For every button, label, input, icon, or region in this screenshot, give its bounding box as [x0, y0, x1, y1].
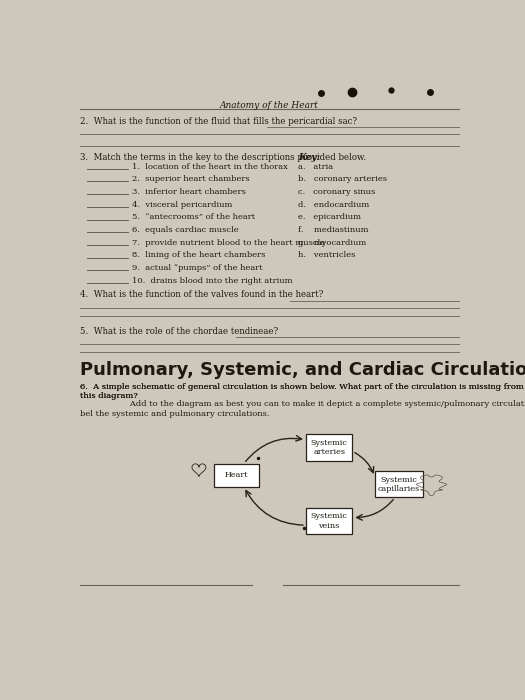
Text: 3.  inferior heart chambers: 3. inferior heart chambers — [131, 188, 245, 196]
Text: bel the systemic and pulmonary circulations.: bel the systemic and pulmonary circulati… — [80, 410, 269, 419]
Text: 5.  “antecrooms” of the heart: 5. “antecrooms” of the heart — [131, 214, 255, 221]
Text: Systemic
veins: Systemic veins — [311, 512, 348, 531]
Text: a.   atria: a. atria — [298, 162, 333, 171]
Text: g.   myocardium: g. myocardium — [298, 239, 366, 247]
Text: 3.  Match the terms in the key to the descriptions provided below.: 3. Match the terms in the key to the des… — [80, 153, 366, 162]
Text: Add to the diagram as best you can to make it depict a complete systemic/pulmona: Add to the diagram as best you can to ma… — [80, 400, 525, 409]
Text: Systemic
arteries: Systemic arteries — [311, 438, 348, 456]
Text: 2.  What is the function of the fluid that fills the pericardial sac?: 2. What is the function of the fluid tha… — [80, 117, 356, 126]
Text: 6.  A simple schematic of general circulation is shown below. What part of the c: 6. A simple schematic of general circula… — [80, 383, 523, 400]
Text: 7.  provide nutrient blood to the heart muscle: 7. provide nutrient blood to the heart m… — [131, 239, 324, 247]
Text: h.   ventricles: h. ventricles — [298, 251, 355, 260]
FancyBboxPatch shape — [306, 508, 352, 535]
Text: 6.  equals cardiac muscle: 6. equals cardiac muscle — [131, 226, 238, 234]
Text: f.    mediastinum: f. mediastinum — [298, 226, 369, 234]
Text: b.   coronary arteries: b. coronary arteries — [298, 175, 387, 183]
Text: 4.  visceral pericardium: 4. visceral pericardium — [131, 201, 232, 209]
FancyBboxPatch shape — [306, 434, 352, 461]
Text: 8.  lining of the heart chambers: 8. lining of the heart chambers — [131, 251, 265, 260]
Text: 9.  actual “pumps” of the heart: 9. actual “pumps” of the heart — [131, 264, 262, 272]
Text: 4.  What is the function of the valves found in the heart?: 4. What is the function of the valves fo… — [80, 290, 323, 300]
Text: 2.  superior heart chambers: 2. superior heart chambers — [131, 175, 249, 183]
Text: Key:: Key: — [298, 153, 320, 162]
Text: 5.  What is the role of the chordae tendineae?: 5. What is the role of the chordae tendi… — [80, 326, 278, 335]
Text: Systemic
capillaries: Systemic capillaries — [378, 475, 420, 493]
Text: d.   endocardium: d. endocardium — [298, 201, 370, 209]
Text: Pulmonary, Systemic, and Cardiac Circulations: Pulmonary, Systemic, and Cardiac Circula… — [80, 361, 525, 379]
Text: Anatomy of the Heart: Anatomy of the Heart — [220, 101, 319, 110]
Text: Heart: Heart — [224, 471, 248, 480]
FancyBboxPatch shape — [375, 471, 423, 498]
Text: 6.  A simple schematic of general circulation is shown below. What part of the c: 6. A simple schematic of general circula… — [80, 383, 523, 400]
Text: c.   coronary sinus: c. coronary sinus — [298, 188, 375, 196]
Text: 1.  location of the heart in the thorax: 1. location of the heart in the thorax — [131, 162, 287, 171]
Text: e.   epicardium: e. epicardium — [298, 214, 361, 221]
Text: 10.  drains blood into the right atrium: 10. drains blood into the right atrium — [131, 277, 292, 285]
FancyBboxPatch shape — [214, 463, 259, 486]
